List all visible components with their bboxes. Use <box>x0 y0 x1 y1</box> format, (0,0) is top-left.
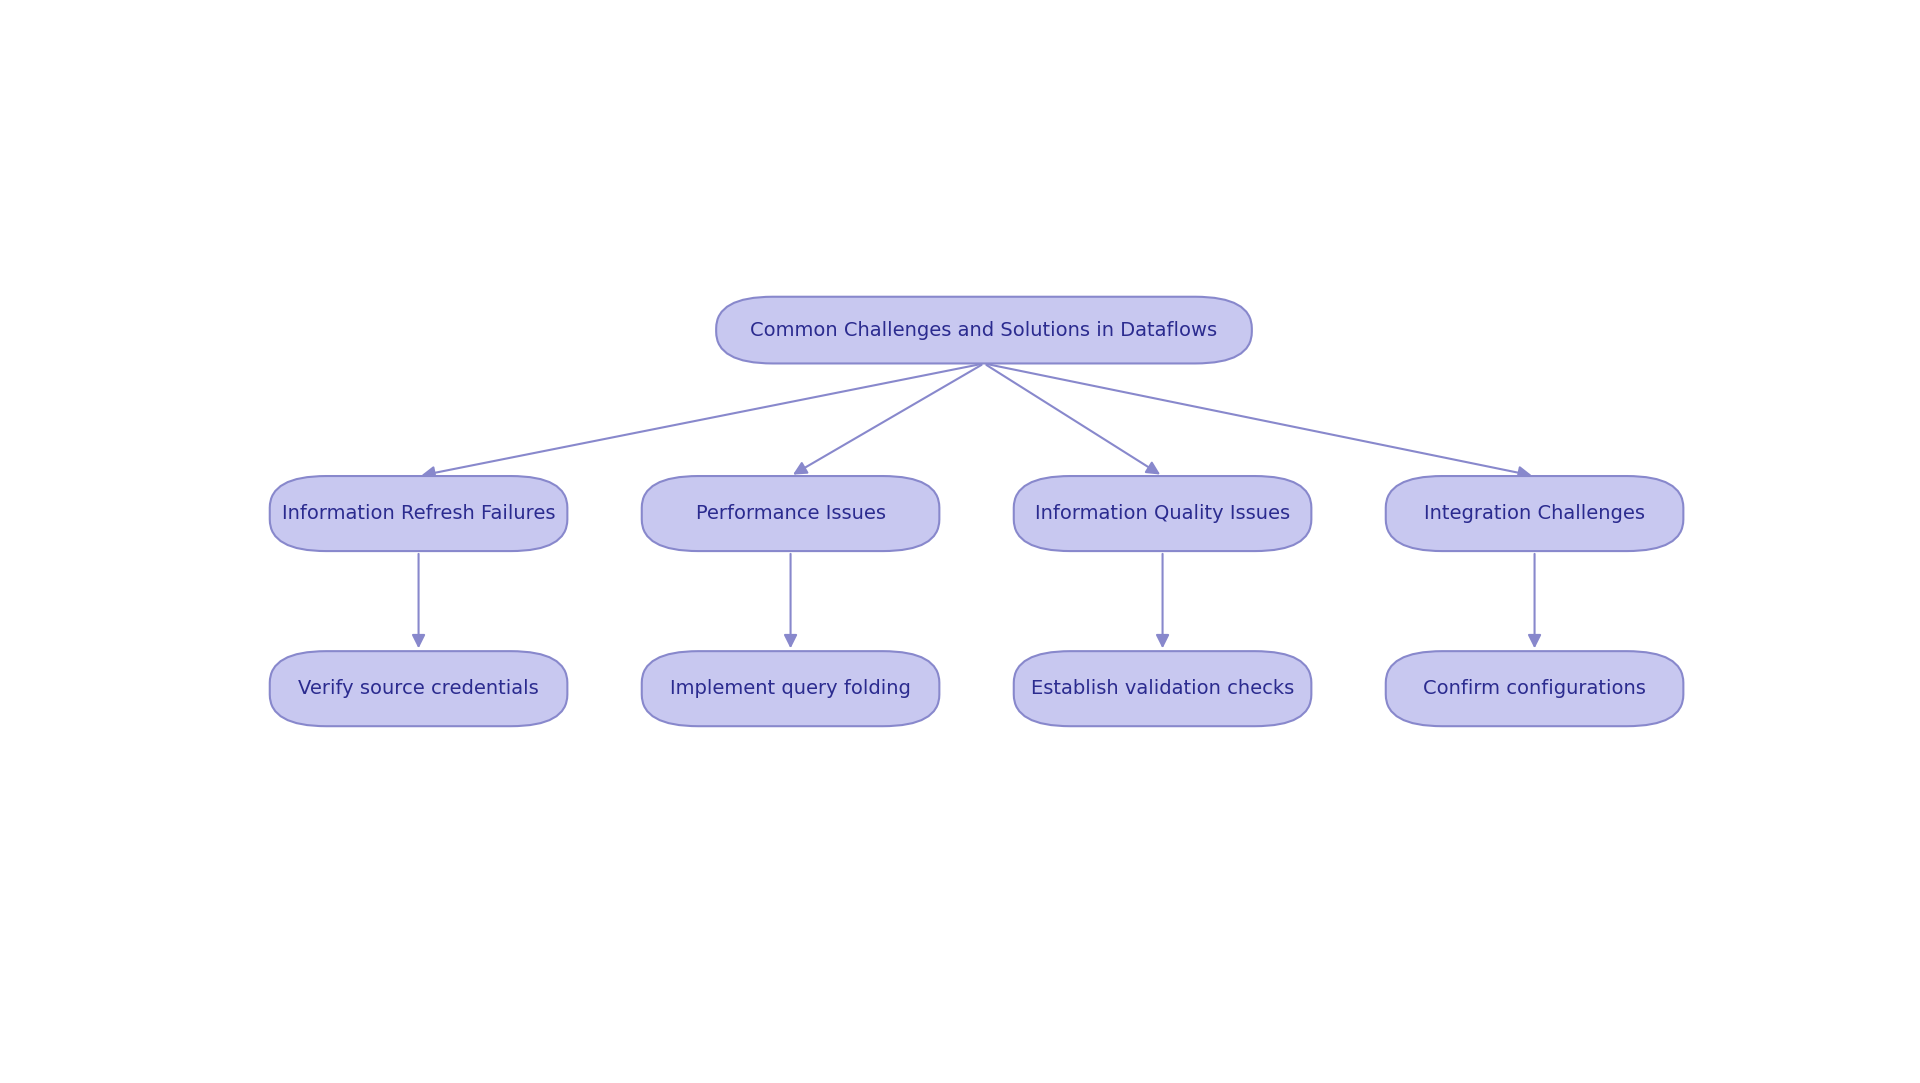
Text: Information Refresh Failures: Information Refresh Failures <box>282 504 555 523</box>
Text: Integration Challenges: Integration Challenges <box>1425 504 1645 523</box>
FancyBboxPatch shape <box>1386 651 1684 727</box>
Text: Verify source credentials: Verify source credentials <box>298 679 540 699</box>
FancyBboxPatch shape <box>1014 651 1311 727</box>
FancyBboxPatch shape <box>641 477 939 551</box>
FancyBboxPatch shape <box>1386 477 1684 551</box>
FancyBboxPatch shape <box>716 297 1252 364</box>
Text: Performance Issues: Performance Issues <box>695 504 885 523</box>
Text: Information Quality Issues: Information Quality Issues <box>1035 504 1290 523</box>
FancyBboxPatch shape <box>269 651 568 727</box>
Text: Common Challenges and Solutions in Dataflows: Common Challenges and Solutions in Dataf… <box>751 321 1217 340</box>
Text: Confirm configurations: Confirm configurations <box>1423 679 1645 699</box>
FancyBboxPatch shape <box>641 651 939 727</box>
Text: Implement query folding: Implement query folding <box>670 679 910 699</box>
Text: Establish validation checks: Establish validation checks <box>1031 679 1294 699</box>
FancyBboxPatch shape <box>269 477 568 551</box>
FancyBboxPatch shape <box>1014 477 1311 551</box>
